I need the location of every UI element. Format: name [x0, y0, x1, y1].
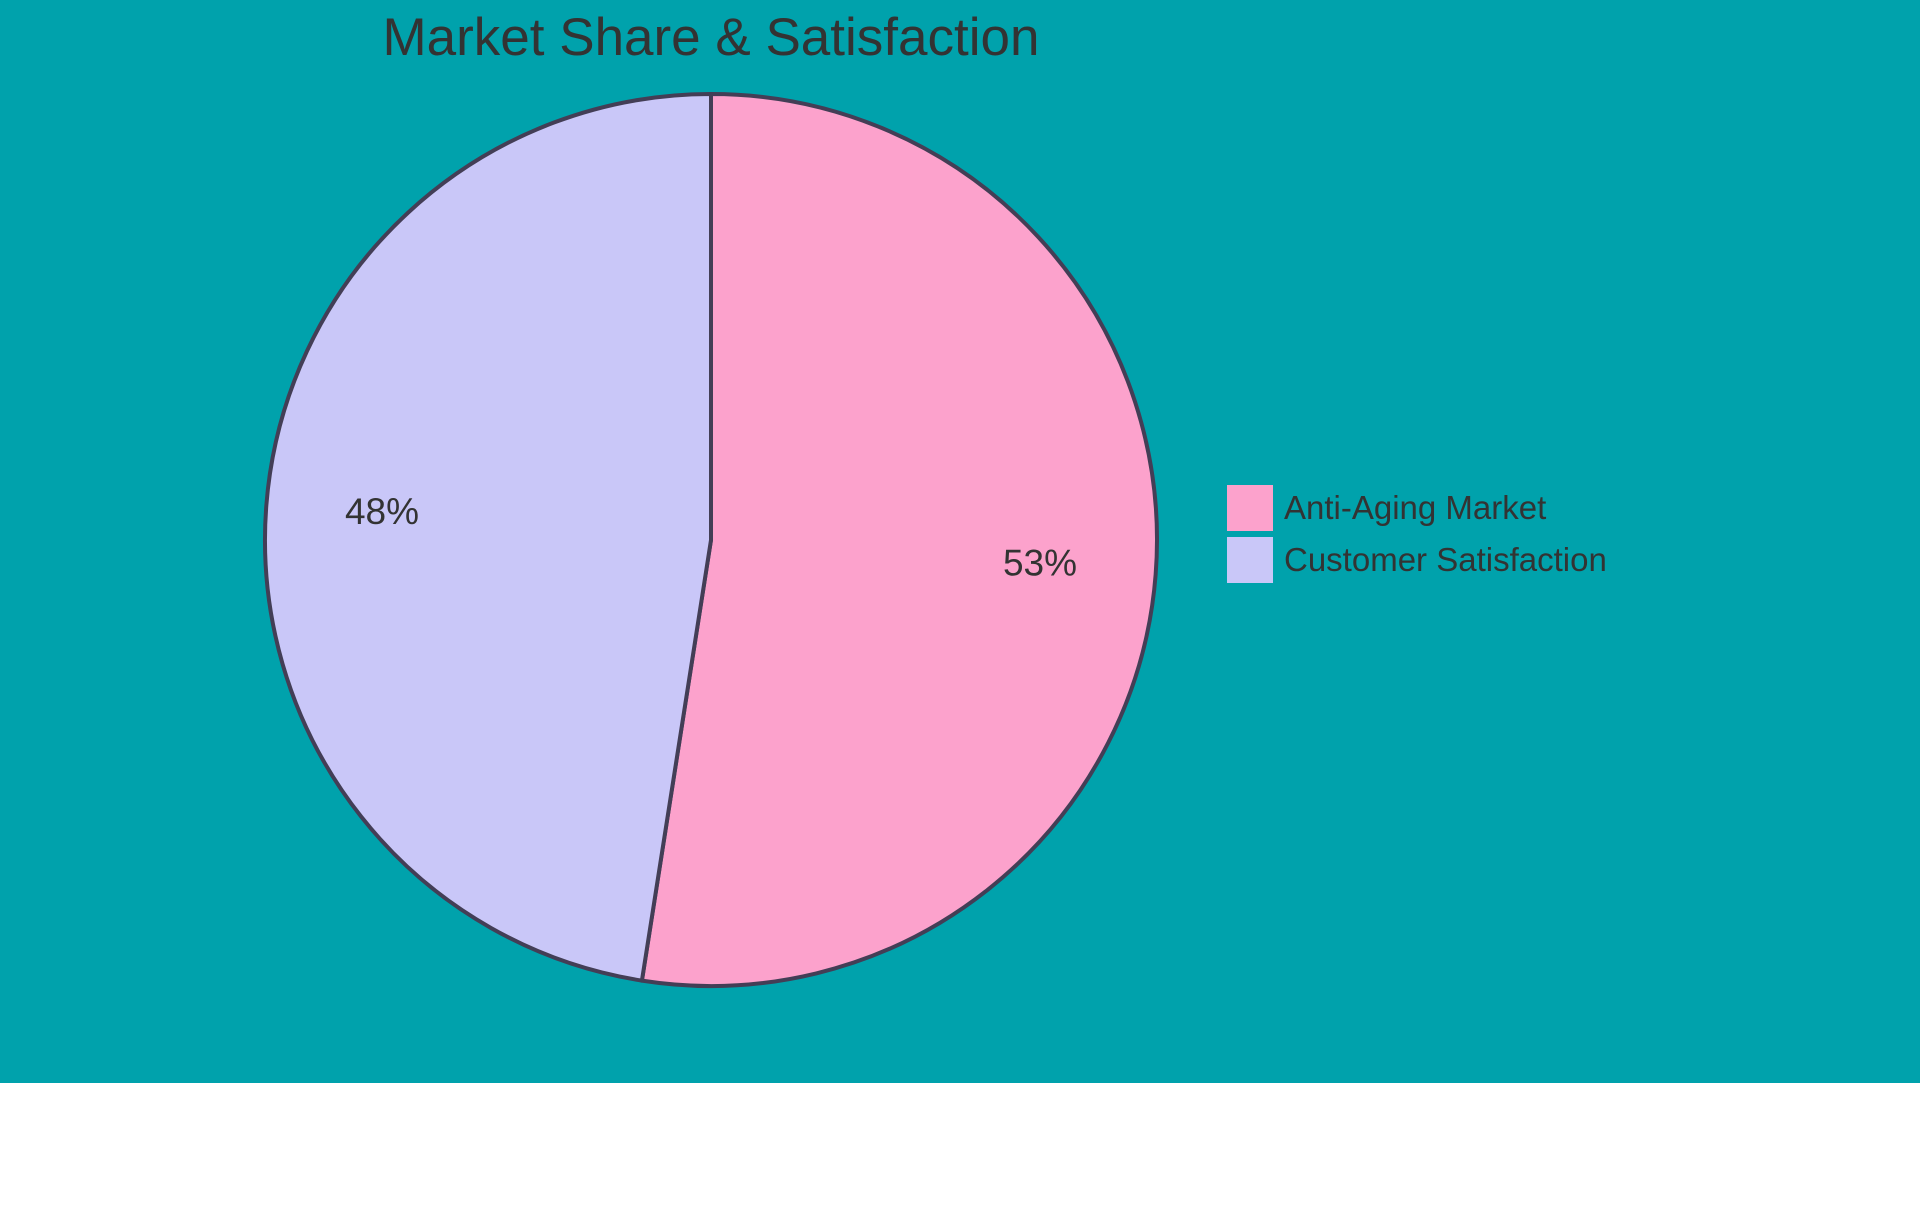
legend-item-customer-satisfaction: Customer Satisfaction	[1227, 537, 1607, 583]
pie-chart: 53% 48%	[262, 92, 1159, 988]
pie-percent-label-anti-aging-market: 53%	[1003, 542, 1077, 583]
pie-percent-label-customer-satisfaction: 48%	[345, 491, 419, 532]
pie-slice-customer-satisfaction	[262, 92, 713, 983]
legend-item-anti-aging-market: Anti-Aging Market	[1227, 485, 1607, 531]
chart-area: Market Share & Satisfaction 53% 48% Anti…	[0, 0, 1920, 1083]
legend-label-anti-aging-market: Anti-Aging Market	[1284, 488, 1547, 526]
legend-label-customer-satisfaction: Customer Satisfaction	[1284, 540, 1607, 578]
legend-swatch-anti-aging-market	[1227, 485, 1273, 531]
legend: Anti-Aging Market Customer Satisfaction	[1227, 485, 1607, 589]
pie-slice-anti-aging-market	[639, 92, 1159, 988]
legend-swatch-customer-satisfaction	[1227, 537, 1273, 583]
chart-title: Market Share & Satisfaction	[382, 8, 1040, 67]
